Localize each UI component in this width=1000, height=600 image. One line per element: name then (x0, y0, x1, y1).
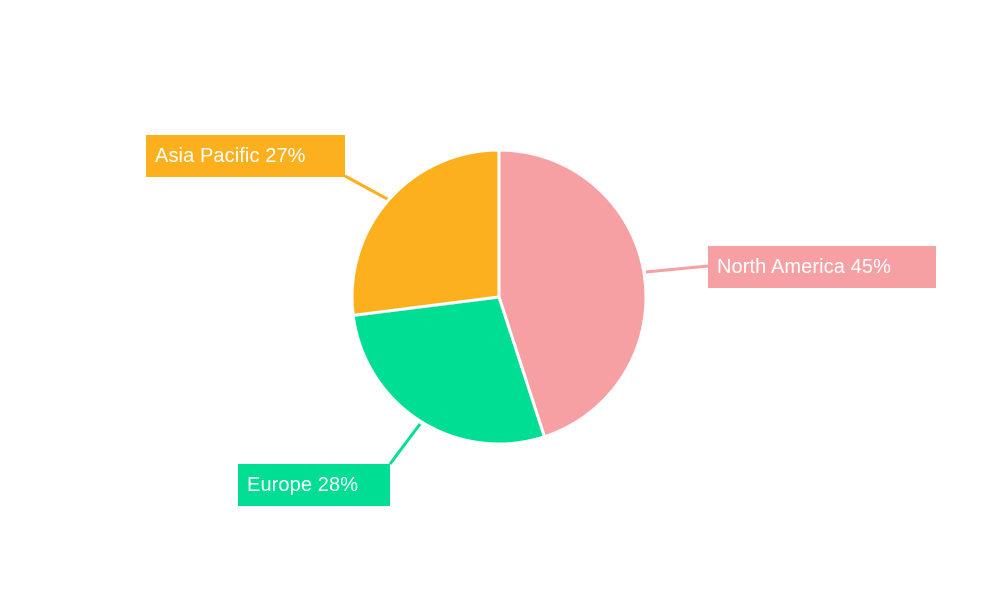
leader-line-europe (388, 423, 422, 465)
pie-label-europe[interactable]: Europe 28% (238, 464, 390, 506)
pie-label-text-europe: Europe 28% (247, 474, 359, 496)
pie-slice-group (350, 148, 648, 446)
pie-slice-europe[interactable] (351, 295, 546, 446)
pie-label-text-north-america: North America 45% (717, 256, 891, 278)
pie-label-text-asia-pacific: Asia Pacific 27% (155, 145, 306, 167)
pie-label-north-america[interactable]: North America 45% (708, 246, 936, 288)
pie-label-asia-pacific[interactable]: Asia Pacific 27% (146, 135, 345, 177)
leader-line-asia-pacific (344, 174, 392, 203)
pie-slice-north-america[interactable] (497, 148, 648, 439)
leader-line-group (344, 174, 709, 465)
pie-slice-asia-pacific[interactable] (350, 148, 501, 317)
leader-line-north-america (645, 264, 709, 274)
